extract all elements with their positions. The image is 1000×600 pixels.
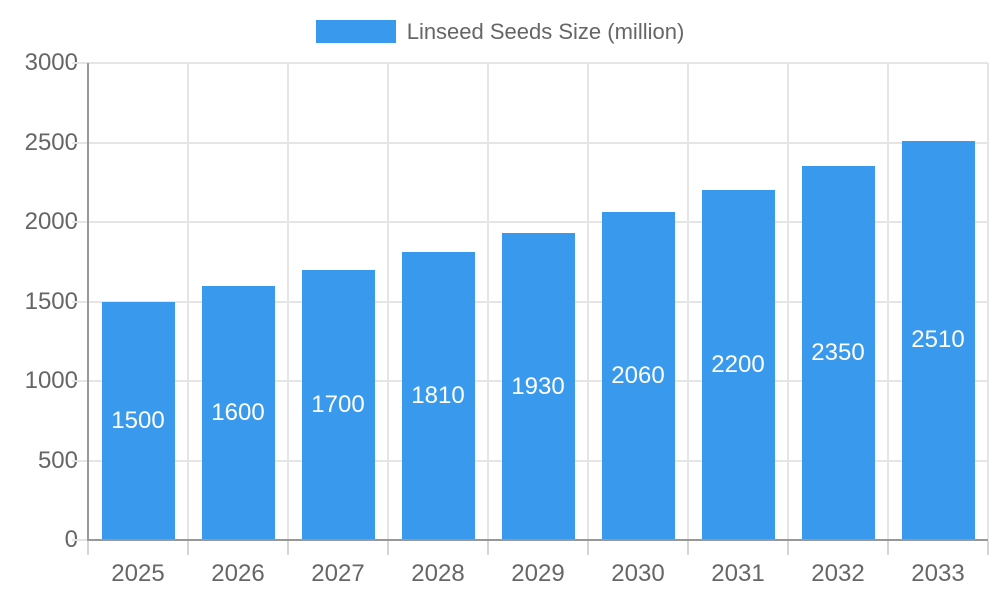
bar-2029[interactable]: 1930: [501, 233, 575, 540]
x-tick-label: 2032: [811, 560, 865, 587]
x-axis-tick: [387, 541, 389, 555]
y-gridline: [72, 141, 988, 144]
y-axis-line: [87, 63, 89, 555]
x-tick-label: 2030: [611, 560, 665, 587]
x-gridline: [687, 63, 689, 540]
x-axis-tick: [287, 541, 289, 555]
bar-2033[interactable]: 2510: [901, 140, 975, 540]
y-gridline: [72, 221, 988, 223]
x-axis-tick: [187, 541, 189, 555]
x-axis-line: [88, 539, 988, 541]
y-axis-labels: 0 500 1000 1500 2000 2500 3000: [0, 0, 78, 600]
bar-value-label: 1500: [111, 406, 165, 434]
x-axis-tick: [787, 541, 789, 555]
x-tick-label: 2027: [311, 560, 365, 587]
bar-2030[interactable]: 2060: [601, 212, 675, 540]
bar-2028[interactable]: 1810: [401, 252, 475, 540]
bar-value-label: 1930: [511, 372, 565, 400]
y-tick-label: 1000: [24, 367, 78, 394]
x-axis-tick: [587, 541, 589, 555]
legend-swatch: [315, 20, 396, 43]
x-axis-tick: [987, 541, 989, 555]
x-gridline: [287, 63, 289, 540]
x-tick-label: 2028: [411, 560, 465, 587]
x-tick-label: 2026: [211, 560, 265, 587]
plot-area: 1500 1600 1700 1810 1930 2060 2200 2350 2510: [72, 62, 989, 541]
y-gridline: [72, 62, 988, 64]
x-gridline: [187, 63, 189, 540]
x-axis-tick: [887, 541, 889, 555]
y-tick-label: 500: [37, 446, 78, 474]
bar-value-label: 2200: [711, 351, 765, 379]
y-tick-label: 3000: [24, 49, 78, 76]
x-tick-label: 2029: [511, 560, 565, 587]
bar-value-label: 1700: [311, 390, 365, 418]
y-tick-label: 2000: [24, 208, 78, 235]
x-axis-tick: [687, 541, 689, 555]
y-tick-label: 2500: [24, 128, 78, 156]
x-gridline: [887, 63, 889, 540]
bar-2032[interactable]: 2350: [801, 166, 875, 540]
x-gridline: [487, 63, 489, 540]
bar-value-label: 2510: [911, 326, 965, 354]
y-tick-label: 1500: [24, 287, 78, 315]
x-axis-labels: 2025 2026 2027 2028 2029 2030 2031 2032 2033: [88, 560, 988, 590]
x-tick-label: 2033: [911, 560, 965, 587]
bar-value-label: 2350: [811, 339, 865, 367]
y-tick-label: 0: [64, 526, 78, 553]
x-gridline: [787, 63, 789, 540]
bar-2025[interactable]: 1500: [101, 301, 175, 540]
x-tick-label: 2025: [111, 560, 165, 587]
x-axis-tick: [487, 541, 489, 555]
legend-label: Linseed Seeds Size (million): [406, 19, 685, 44]
x-gridline: [387, 63, 389, 540]
x-axis-tick: [87, 541, 89, 555]
bar-value-label: 1810: [411, 382, 465, 410]
bar-2027[interactable]: 1700: [301, 269, 375, 540]
x-tick-label: 2031: [711, 560, 765, 587]
x-gridline: [987, 63, 989, 540]
bar-value-label: 1600: [211, 398, 265, 426]
bar-2026[interactable]: 1600: [201, 285, 275, 540]
bar-2031[interactable]: 2200: [701, 190, 775, 540]
bar-value-label: 2060: [611, 362, 665, 390]
legend[interactable]: Linseed Seeds Size (million): [0, 19, 1000, 44]
y-gridline: [72, 539, 88, 541]
x-gridline: [587, 63, 589, 540]
